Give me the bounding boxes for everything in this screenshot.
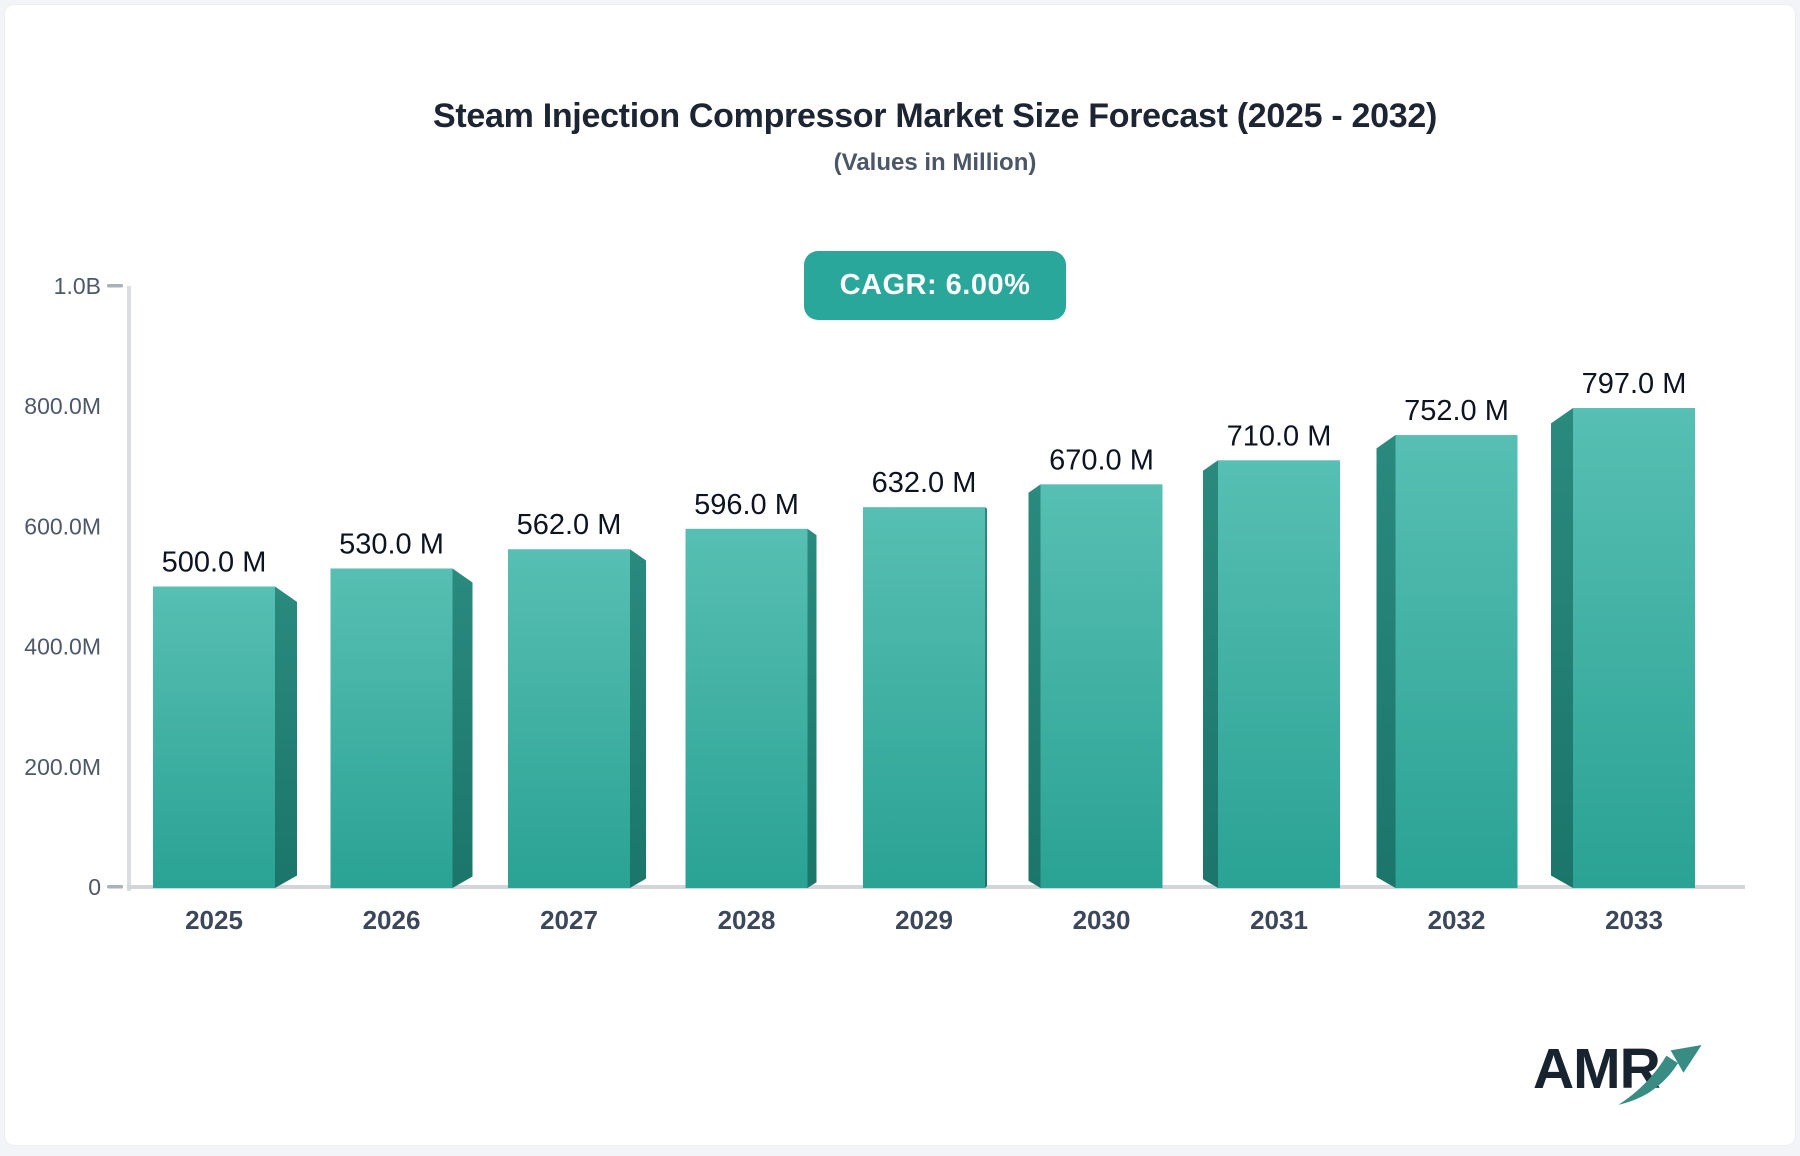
bar-front-face — [508, 549, 630, 888]
bar-side-face — [1551, 408, 1573, 888]
bar-2033: 797.0 M 2033 — [1551, 368, 1695, 935]
bar-value-label: 710.0 M — [1227, 420, 1332, 452]
bar-front-face — [330, 568, 453, 888]
bar-side-face — [1203, 460, 1218, 888]
bar-2030: 670.0 M 2030 — [1028, 444, 1163, 935]
bar-2027: 562.0 M 2027 — [508, 509, 646, 935]
y-tick-label-600.0M: 600.0M — [24, 513, 101, 539]
bar-value-label: 752.0 M — [1404, 395, 1509, 427]
bar-side-face — [1376, 435, 1396, 888]
bar-front-face — [1040, 484, 1163, 888]
bar-2031: 710.0 M 2031 — [1203, 420, 1340, 935]
y-tick-label-1.0B: 1.0B — [54, 273, 101, 299]
bar-value-label: 670.0 M — [1049, 444, 1154, 476]
bar-front-face — [153, 586, 275, 888]
bar-value-label: 500.0 M — [162, 547, 267, 579]
bar-front-face — [685, 528, 808, 888]
page-subtitle: (Values in Million) — [833, 149, 1037, 177]
bar-2025: 500.0 M 2025 — [153, 547, 297, 935]
y-tick-dash — [107, 885, 123, 889]
bar-value-label: 797.0 M — [1582, 368, 1687, 400]
y-tick-dash — [107, 284, 123, 288]
y-axis-line — [127, 286, 131, 891]
bar-2029: 632.0 M 2029 — [863, 467, 987, 935]
bar-front-face — [1218, 460, 1340, 888]
bar-side-face — [275, 586, 297, 888]
x-tick-label-2027: 2027 — [540, 905, 598, 935]
amr-logo: AMR — [1533, 1039, 1703, 1105]
x-tick-label-2026: 2026 — [363, 905, 421, 935]
y-tick-label-200.0M: 200.0M — [24, 754, 101, 780]
bar-front-face — [1573, 408, 1695, 888]
bar-2028: 596.0 M 2028 — [685, 489, 817, 935]
y-tick-label-800.0M: 800.0M — [24, 393, 101, 419]
bar-side-face — [452, 568, 473, 888]
growth-arrow-icon — [1618, 1045, 1702, 1105]
bar-side-face — [1028, 484, 1041, 888]
bar-value-label: 632.0 M — [872, 467, 977, 499]
x-tick-label-2030: 2030 — [1073, 905, 1131, 935]
y-tick-label-0: 0 — [88, 874, 101, 900]
x-tick-label-2032: 2032 — [1428, 905, 1486, 935]
chart-header: Steam Injection Compressor Market Size F… — [65, 97, 1795, 321]
bar-2026: 530.0 M 2026 — [330, 528, 473, 935]
cagr-badge: CAGR: 6.00% — [803, 251, 1067, 321]
x-tick-label-2025: 2025 — [185, 905, 243, 935]
bar-side-face — [985, 507, 987, 888]
bar-front-face — [1395, 435, 1518, 888]
bar-side-face — [807, 528, 817, 888]
chart-card: Steam Injection Compressor Market Size F… — [4, 4, 1796, 1146]
x-tick-label-2033: 2033 — [1605, 905, 1663, 935]
bar-value-label: 530.0 M — [339, 528, 444, 560]
x-tick-label-2031: 2031 — [1250, 905, 1308, 935]
bar-value-label: 596.0 M — [694, 489, 799, 521]
page-title: Steam Injection Compressor Market Size F… — [433, 97, 1437, 135]
bar-front-face — [863, 507, 985, 888]
bar-chart: 0 200.0M 400.0M 600.0M 800.0M 1.0B 500.0 M 2025… — [24, 273, 1745, 935]
bar-value-label: 562.0 M — [517, 509, 622, 541]
x-tick-label-2029: 2029 — [895, 905, 953, 935]
bar-side-face — [630, 549, 646, 888]
bar-2032: 752.0 M 2032 — [1376, 395, 1518, 935]
x-tick-label-2028: 2028 — [718, 905, 776, 935]
y-tick-label-400.0M: 400.0M — [24, 634, 101, 660]
